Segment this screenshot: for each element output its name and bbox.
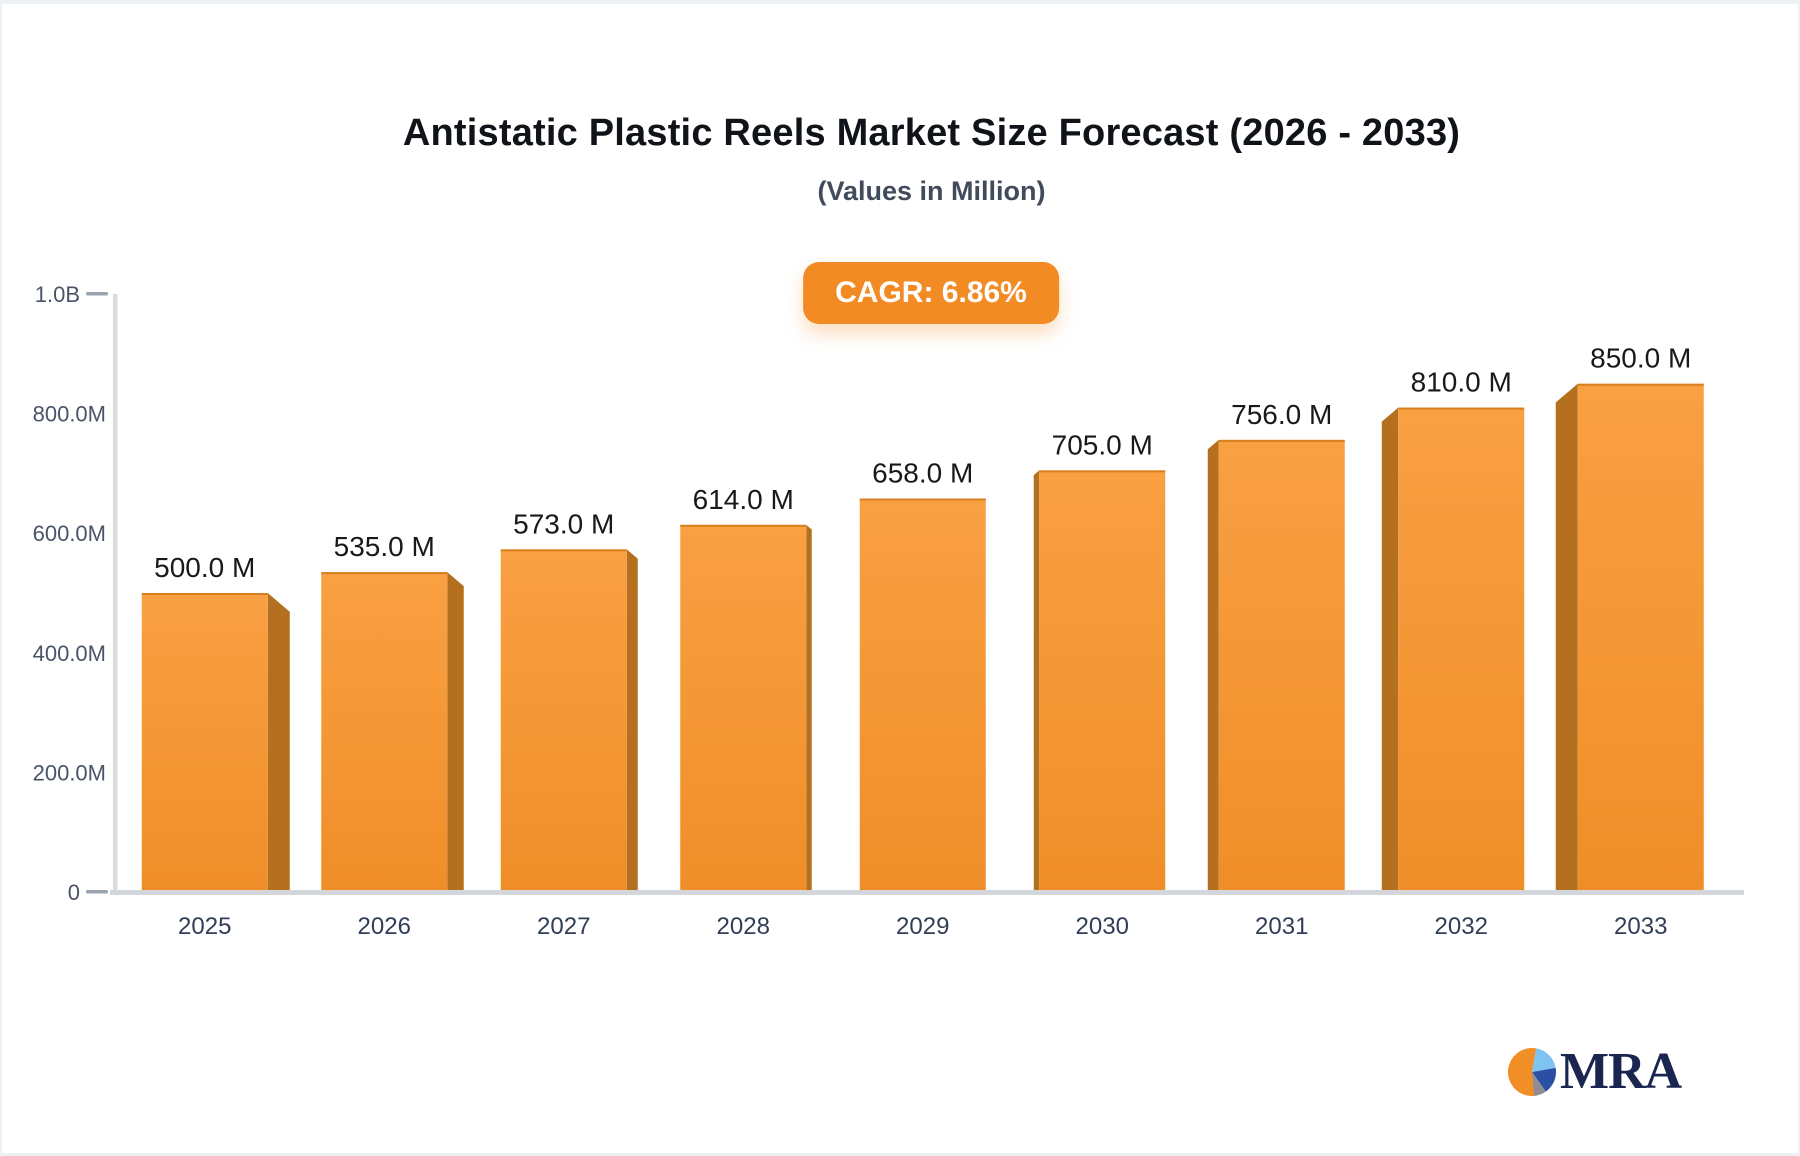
- bar-value-label: 658.0 M: [872, 458, 973, 489]
- bar: [321, 572, 448, 894]
- bar: [1398, 407, 1525, 894]
- cagr-badge: CAGR: 6.86%: [803, 262, 1059, 324]
- chart-title: Antistatic Plastic Reels Market Size For…: [402, 112, 1461, 154]
- pie-slice-lightblue: [1532, 1048, 1556, 1072]
- y-axis-tick-label: 0: [68, 880, 80, 905]
- x-axis-tick-label: 2025: [178, 913, 231, 940]
- bar-value-label: 756.0 M: [1231, 399, 1332, 430]
- bar-side-face: [1207, 439, 1219, 894]
- x-axis-tick-label: 2030: [1076, 913, 1129, 940]
- bar-side-face: [1033, 470, 1040, 894]
- y-axis-tick: [86, 890, 108, 894]
- bar-group-2033: 850.0 M 2033: [1555, 343, 1704, 940]
- bar-value-label: 500.0 M: [154, 552, 255, 583]
- bar: [1039, 470, 1166, 894]
- pie-slice-blue: [1532, 1067, 1557, 1092]
- y-axis-tick-label: 1.0B: [35, 282, 80, 307]
- bar-group-2028: 614.0 M 2028: [680, 484, 812, 940]
- bar-group-2029: 658.0 M 2029: [859, 458, 986, 940]
- y-axis-tick-label: 600.0M: [33, 521, 106, 546]
- bar: [859, 498, 986, 894]
- bar-value-label: 614.0 M: [693, 484, 794, 515]
- bar: [500, 549, 627, 894]
- bar-value-label: 535.0 M: [334, 531, 435, 562]
- bar: [1577, 383, 1704, 894]
- bar-value-label: 810.0 M: [1411, 367, 1512, 398]
- bar-side-face: [267, 593, 290, 894]
- x-axis-tick-label: 2027: [537, 913, 590, 940]
- x-axis-tick-label: 2028: [717, 913, 770, 940]
- bar-chart: 500.0 M 2025 535.0 M 2026 573.0 M 2027 614.0 M…: [33, 282, 1744, 940]
- x-axis-tick-label: 2032: [1435, 913, 1488, 940]
- y-axis-tick-label: 200.0M: [33, 760, 106, 785]
- bar: [680, 524, 807, 894]
- bar-value-label: 705.0 M: [1052, 429, 1153, 460]
- y-axis-tick-label: 400.0M: [33, 641, 106, 666]
- bar-side-face: [447, 572, 464, 894]
- bar-side-face: [806, 524, 812, 894]
- bar-value-label: 573.0 M: [513, 508, 614, 539]
- bar: [1218, 439, 1345, 894]
- mra-logo: MRA: [1505, 1043, 1682, 1100]
- chart-card: Antistatic Plastic Reels Market Size For…: [2, 4, 1798, 1153]
- mra-pie-icon: [1508, 1047, 1557, 1096]
- y-axis-line: [113, 294, 118, 892]
- pie-slice-gray: [1532, 1072, 1546, 1096]
- mra-logo-text: MRA: [1560, 1043, 1682, 1100]
- bar-side-face: [1381, 407, 1399, 894]
- x-axis-tick-label: 2031: [1255, 913, 1308, 940]
- bar-side-face: [1555, 383, 1578, 894]
- chart-subtitle: (Values in Million): [817, 176, 1046, 206]
- bar-group-2030: 705.0 M 2030: [1033, 429, 1166, 940]
- x-axis-tick-label: 2033: [1614, 913, 1667, 940]
- bar-group-2025: 500.0 M 2025: [141, 552, 290, 940]
- y-axis-tick-label: 800.0M: [33, 402, 106, 427]
- pie-slice-orange: [1508, 1047, 1539, 1096]
- bar-group-2031: 756.0 M 2031: [1207, 399, 1345, 940]
- bar: [141, 593, 268, 894]
- bar-group-2032: 810.0 M 2032: [1381, 367, 1525, 940]
- bar-group-2027: 573.0 M 2027: [500, 508, 638, 940]
- bar-side-face: [626, 549, 638, 894]
- bar-group-2026: 535.0 M 2026: [321, 531, 464, 940]
- x-axis-tick-label: 2026: [358, 913, 411, 940]
- x-axis-line: [110, 890, 1744, 895]
- bar-value-label: 850.0 M: [1590, 343, 1691, 374]
- x-axis-tick-label: 2029: [896, 913, 949, 940]
- y-axis-tick: [86, 292, 108, 296]
